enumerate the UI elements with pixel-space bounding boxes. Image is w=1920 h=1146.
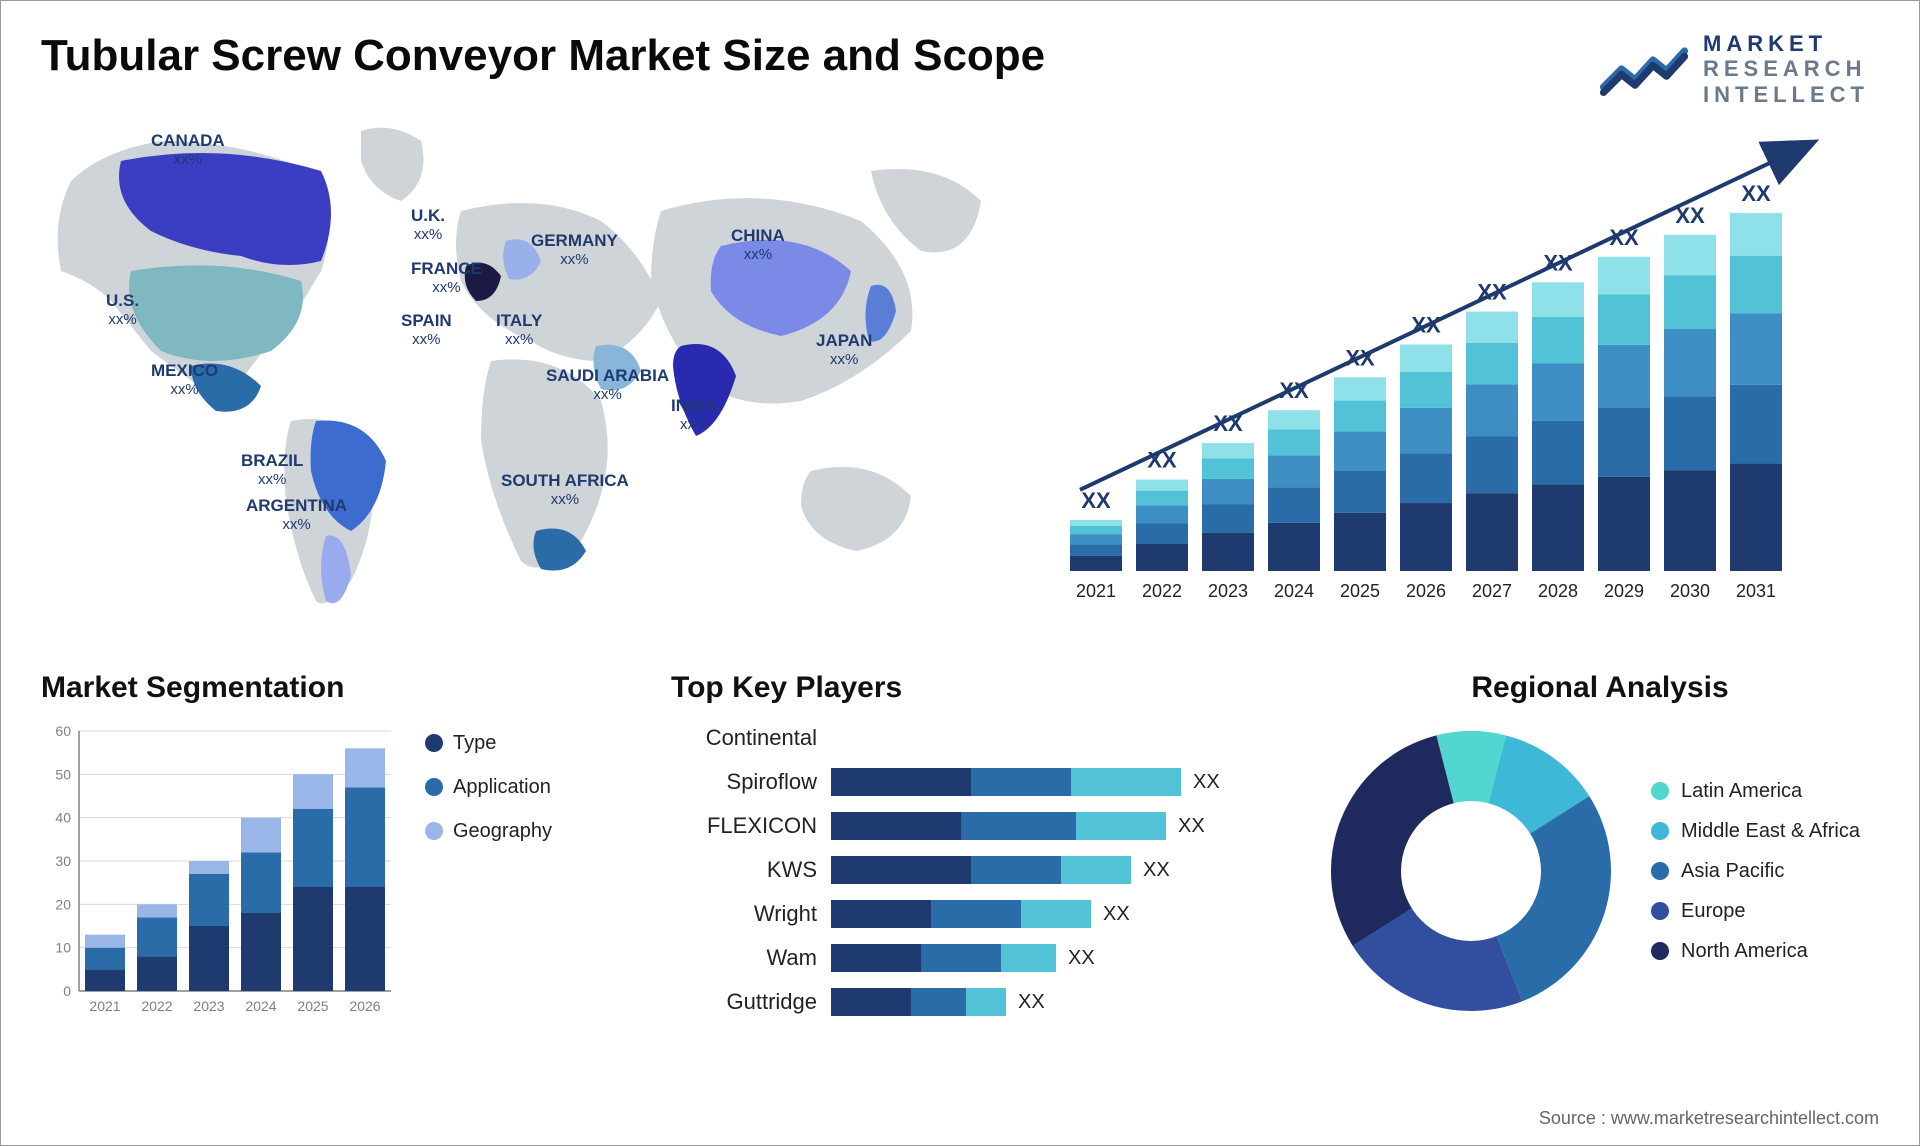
key-player-row: KWSXX — [671, 853, 1291, 887]
svg-text:XX: XX — [1543, 250, 1573, 275]
svg-text:2021: 2021 — [1076, 581, 1116, 601]
svg-text:2026: 2026 — [349, 998, 380, 1014]
key-players-panel: Top Key Players Continental SpiroflowXX FL… — [671, 671, 1291, 1029]
svg-text:XX: XX — [1675, 203, 1705, 228]
growth-chart: 2021 2022 2023 2024 2025 2026 2027 2028 2029 2030… — [1041, 101, 1879, 641]
key-player-row: WamXX — [671, 941, 1291, 975]
logo-text: MARKET RESEARCH INTELLECT — [1703, 31, 1869, 107]
map-country-label: U.S.xx% — [106, 291, 139, 328]
source-attribution: Source : www.marketresearchintellect.com — [1539, 1108, 1879, 1129]
key-player-row: SpiroflowXX — [671, 765, 1291, 799]
svg-text:2029: 2029 — [1604, 581, 1644, 601]
svg-text:2026: 2026 — [1406, 581, 1446, 601]
svg-text:XX: XX — [1147, 448, 1177, 473]
svg-text:XX: XX — [1279, 378, 1309, 403]
svg-text:XX: XX — [1345, 345, 1375, 370]
svg-text:2024: 2024 — [1274, 581, 1314, 601]
logo-line1: MARKET — [1703, 31, 1869, 56]
map-country-label: INDIAxx% — [671, 396, 717, 433]
map-country-label: U.K.xx% — [411, 206, 445, 243]
svg-text:30: 30 — [55, 853, 71, 869]
svg-text:2025: 2025 — [1340, 581, 1380, 601]
key-player-row: GuttridgeXX — [671, 985, 1291, 1019]
svg-text:2025: 2025 — [297, 998, 328, 1014]
regional-donut — [1321, 721, 1621, 1021]
map-country-label: CHINAxx% — [731, 226, 785, 263]
key-players-title: Top Key Players — [671, 671, 1291, 705]
svg-text:40: 40 — [55, 810, 71, 826]
world-map: CANADAxx% U.S.xx% MEXICOxx% BRAZILxx% ARGENT… — [41, 101, 1001, 641]
segmentation-chart: 0 10 20 30 40 50 60 2021 2022 2023 2024 2025 2026 — [41, 721, 401, 1021]
segmentation-svg: 0 10 20 30 40 50 60 2021 2022 2023 2024 2025 2026 — [41, 721, 401, 1021]
svg-text:60: 60 — [55, 723, 71, 739]
segmentation-legend-item: Application — [425, 765, 552, 809]
key-player-row: Continental — [671, 721, 1291, 755]
map-country-label: BRAZILxx% — [241, 451, 303, 488]
logo-mark-icon — [1599, 39, 1689, 99]
svg-text:2022: 2022 — [1142, 581, 1182, 601]
svg-text:2028: 2028 — [1538, 581, 1578, 601]
svg-text:XX: XX — [1213, 411, 1243, 436]
map-country-label: ITALYxx% — [496, 311, 542, 348]
segmentation-legend-item: Type — [425, 721, 552, 765]
svg-text:2030: 2030 — [1670, 581, 1710, 601]
svg-text:XX: XX — [1477, 280, 1507, 305]
map-country-label: CANADAxx% — [151, 131, 225, 168]
regional-legend: Latin AmericaMiddle East & AfricaAsia Pa… — [1651, 771, 1860, 971]
regional-legend-item: Latin America — [1651, 771, 1860, 811]
key-player-row: FLEXICONXX — [671, 809, 1291, 843]
svg-text:2022: 2022 — [141, 998, 172, 1014]
svg-text:2027: 2027 — [1472, 581, 1512, 601]
segmentation-title: Market Segmentation — [41, 671, 641, 705]
svg-text:XX: XX — [1411, 312, 1441, 337]
regional-legend-item: Middle East & Africa — [1651, 811, 1860, 851]
map-country-label: GERMANYxx% — [531, 231, 618, 268]
svg-text:XX: XX — [1609, 225, 1639, 250]
map-country-label: FRANCExx% — [411, 259, 482, 296]
key-player-row: WrightXX — [671, 897, 1291, 931]
svg-text:0: 0 — [63, 983, 71, 999]
map-country-label: SAUDI ARABIAxx% — [546, 366, 669, 403]
svg-text:2021: 2021 — [89, 998, 120, 1014]
svg-text:2031: 2031 — [1736, 581, 1776, 601]
svg-text:10: 10 — [55, 940, 71, 956]
map-country-label: MEXICOxx% — [151, 361, 218, 398]
svg-text:2023: 2023 — [1208, 581, 1248, 601]
segmentation-legend: TypeApplicationGeography — [425, 721, 552, 853]
map-country-label: JAPANxx% — [816, 331, 872, 368]
regional-title: Regional Analysis — [1321, 671, 1879, 705]
brand-logo: MARKET RESEARCH INTELLECT — [1599, 31, 1869, 107]
map-country-label: SOUTH AFRICAxx% — [501, 471, 629, 508]
regional-legend-item: Asia Pacific — [1651, 851, 1860, 891]
segmentation-legend-item: Geography — [425, 809, 552, 853]
svg-text:XX: XX — [1741, 181, 1771, 206]
map-country-label: SPAINxx% — [401, 311, 452, 348]
svg-text:XX: XX — [1081, 488, 1111, 513]
key-players-list: Continental SpiroflowXX FLEXICONXX KWSXX Wri… — [671, 721, 1291, 1019]
segmentation-panel: Market Segmentation 0 10 20 30 40 50 60 2021 20… — [41, 671, 641, 1029]
svg-text:2024: 2024 — [245, 998, 276, 1014]
logo-line2: RESEARCH — [1703, 56, 1869, 81]
growth-chart-svg: 2021 2022 2023 2024 2025 2026 2027 2028 2029 2030… — [1041, 101, 1879, 641]
regional-legend-item: Europe — [1651, 891, 1860, 931]
map-country-label: ARGENTINAxx% — [246, 496, 347, 533]
svg-text:2023: 2023 — [193, 998, 224, 1014]
regional-panel: Regional Analysis Latin AmericaMiddle Ea… — [1321, 671, 1879, 1029]
svg-text:20: 20 — [55, 896, 71, 912]
svg-text:50: 50 — [55, 766, 71, 782]
regional-legend-item: North America — [1651, 931, 1860, 971]
